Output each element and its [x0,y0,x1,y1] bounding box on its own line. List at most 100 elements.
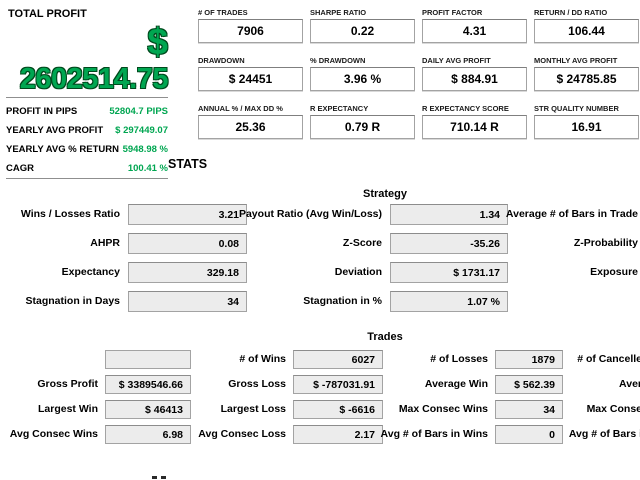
total-profit-value: 2602514.75 [19,63,169,95]
avg-consec-wins-label: Avg Consec Wins [9,428,98,440]
metric-label: ANNUAL % / MAX DD % [198,104,283,113]
profit-in-pips-value: 52804.7 PIPS [109,106,168,117]
cagr-value: 100.41 % [127,163,168,174]
key-metrics-grid: # OF TRADES 7906 SHARPE RATIO 0.22 PROFI… [198,8,640,139]
metric-drawdown: DRAWDOWN $ 24451 [198,56,303,91]
gross-profit-label: Gross Profit [37,378,98,390]
metric-label: R EXPECTANCY [310,104,369,113]
cagr-row: CAGR 100.41 % [6,159,168,178]
stagnation-days-label: Stagnation in Days [25,295,120,307]
trades-section: # of Wins 6027 # of Losses 1879 # of Can… [0,350,640,450]
divider-line [6,178,168,179]
metric-value-box: 0.79 R [310,115,415,139]
metric-label: # OF TRADES [198,8,248,17]
metric-value-box: 710.14 R [422,115,527,139]
metric-value-box: 16.91 [534,115,639,139]
strategy-row: AHPR 0.08 Z-Score -35.26 Z-Probability [0,233,640,262]
num-wins-value-box: 6027 [293,350,383,369]
metric-daily-avg-profit: DAILY AVG PROFIT $ 884.91 [422,56,527,91]
unlabeled-value-box [105,350,191,369]
num-cancelled-label-clipped: # of Cancelle [577,353,640,365]
trades-section-heading: Trades [367,331,403,343]
avg-consec-wins-value-box: 6.98 [105,425,191,444]
payout-ratio-value-box: 1.34 [390,204,508,225]
metric-label: RETURN / DD RATIO [534,8,608,17]
stagnation-pct-value-box: 1.07 % [390,291,508,312]
trades-row: Avg Consec Wins 6.98 Avg Consec Loss 2.1… [0,425,640,450]
metric-label: STR QUALITY NUMBER [534,104,619,113]
metric-annual-pct-max-dd: ANNUAL % / MAX DD % 25.36 [198,104,303,139]
stagnation-days-value-box: 34 [128,291,247,312]
exposure-label: Exposure [590,266,638,278]
strategy-section: Wins / Losses Ratio 3.21 Payout Ratio (A… [0,204,640,320]
metric-sharpe-ratio: SHARPE RATIO 0.22 [310,8,415,43]
avg-bars-in-losses-label-clipped: Avg # of Bars i [568,428,640,440]
metric-value-box: 0.22 [310,19,415,43]
avg-consec-loss-value-box: 2.17 [293,425,383,444]
metric-value-box: 4.31 [422,19,527,43]
currency-symbol: $ [147,21,168,62]
strategy-row: Expectancy 329.18 Deviation $ 1731.17 Ex… [0,262,640,291]
z-score-label: Z-Score [342,237,382,249]
payout-ratio-label: Payout Ratio (Avg Win/Loss) [238,208,382,220]
profit-in-pips-row: PROFIT IN PIPS 52804.7 PIPS [6,102,168,121]
metric-value-box: $ 24785.85 [534,67,639,91]
metric-monthly-avg-profit: MONTHLY AVG PROFIT $ 24785.85 [534,56,639,91]
deviation-label: Deviation [334,266,382,278]
average-loss-label-clipped: Aver [619,378,640,390]
avg-bars-in-trade-label: Average # of Bars in Trade [505,208,638,220]
strategy-row: Stagnation in Days 34 Stagnation in % 1.… [0,291,640,320]
deviation-value-box: $ 1731.17 [390,262,508,283]
max-consec-loss-label-clipped: Max Conse [586,403,640,415]
metric-r-expectancy-score: R EXPECTANCY SCORE 710.14 R [422,104,527,139]
metric-value-box: $ 884.91 [422,67,527,91]
expectancy-label: Expectancy [61,266,120,278]
metric-value-box: $ 24451 [198,67,303,91]
divider-line [6,97,168,98]
yearly-avg-return-row: YEARLY AVG % RETURN 5948.98 % [6,140,168,159]
stats-heading: STATS [168,157,208,171]
metric-value-box: 3.96 % [310,67,415,91]
largest-loss-value-box: $ -6616 [293,400,383,419]
average-win-label: Average Win [424,378,488,390]
largest-loss-label: Largest Loss [220,403,286,415]
metric-return-dd-ratio: RETURN / DD RATIO 106.44 [534,8,639,43]
gross-loss-value-box: $ -787031.91 [293,375,383,394]
metric-str-quality-number: STR QUALITY NUMBER 16.91 [534,104,639,139]
metric-label: % DRAWDOWN [310,56,366,65]
profit-in-pips-label: PROFIT IN PIPS [6,106,78,117]
ahpr-value-box: 0.08 [128,233,247,254]
yearly-avg-profit-row: YEARLY AVG PROFIT $ 297449.07 [6,121,168,140]
metric-profit-factor: PROFIT FACTOR 4.31 [422,8,527,43]
strategy-section-heading: Strategy [362,188,408,200]
wins-losses-ratio-value-box: 3.21 [128,204,247,225]
num-losses-label: # of Losses [430,353,488,365]
gross-profit-value-box: $ 3389546.66 [105,375,191,394]
avg-consec-loss-label: Avg Consec Loss [198,428,286,440]
metric-pct-drawdown: % DRAWDOWN 3.96 % [310,56,415,91]
metric-label: PROFIT FACTOR [422,8,483,17]
avg-bars-in-wins-value-box: 0 [495,425,563,444]
avg-bars-in-wins-label: Avg # of Bars in Wins [380,428,488,440]
metric-label: R EXPECTANCY SCORE [422,104,509,113]
strategy-row: Wins / Losses Ratio 3.21 Payout Ratio (A… [0,204,640,233]
trades-row: Largest Win $ 46413 Largest Loss $ -6616… [0,400,640,425]
trades-row: Gross Profit $ 3389546.66 Gross Loss $ -… [0,375,640,400]
num-losses-value-box: 1879 [495,350,563,369]
largest-win-label: Largest Win [38,403,98,415]
cagr-label: CAGR [6,163,34,174]
z-probability-label: Z-Probability [573,237,638,249]
profit-summary-rows: PROFIT IN PIPS 52804.7 PIPS YEARLY AVG P… [6,102,168,178]
metric-label: DAILY AVG PROFIT [422,56,491,65]
total-profit-title: TOTAL PROFIT [8,8,87,20]
stagnation-pct-label: Stagnation in % [303,295,382,307]
num-wins-label: # of Wins [239,353,286,365]
yearly-avg-return-label: YEARLY AVG % RETURN [6,144,119,155]
trades-row: # of Wins 6027 # of Losses 1879 # of Can… [0,350,640,375]
gross-loss-label: Gross Loss [228,378,286,390]
wins-losses-ratio-label: Wins / Losses Ratio [20,208,120,220]
ahpr-label: AHPR [90,237,120,249]
max-consec-wins-label: Max Consec Wins [398,403,488,415]
expectancy-value-box: 329.18 [128,262,247,283]
